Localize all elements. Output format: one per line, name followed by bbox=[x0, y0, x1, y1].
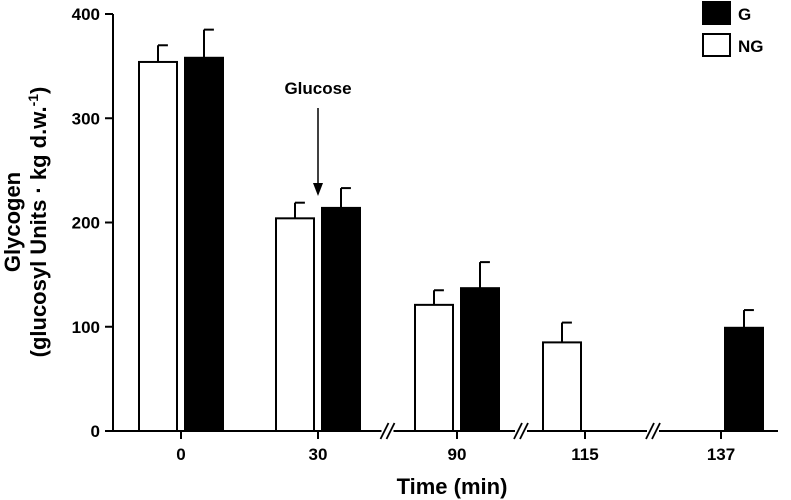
y-tick-label: 200 bbox=[72, 214, 100, 233]
bar-g-90 bbox=[460, 287, 500, 432]
axis-break-mark bbox=[513, 422, 529, 440]
error-bar-ng-90 bbox=[433, 289, 444, 305]
bar-ng-30 bbox=[275, 217, 315, 432]
x-tick-label: 115 bbox=[571, 445, 598, 464]
legend-label: NG bbox=[738, 37, 764, 56]
legend-swatch bbox=[702, 33, 731, 57]
x-tick-label: 0 bbox=[176, 445, 185, 464]
bars-group bbox=[138, 28, 764, 433]
axis-break-mark bbox=[645, 422, 661, 440]
bar-g-137 bbox=[724, 326, 764, 433]
bar-ng-90 bbox=[414, 303, 454, 433]
legend-entry-g: G bbox=[702, 1, 751, 25]
y-axis-title-close: ) bbox=[26, 87, 51, 94]
error-bar-ng-115 bbox=[561, 321, 572, 343]
x-ticks-group: 0 30 90 115 137 bbox=[176, 431, 735, 464]
y-tick-label: 400 bbox=[72, 5, 100, 24]
legend-swatch bbox=[702, 1, 731, 25]
y-tick-label: 100 bbox=[72, 318, 100, 337]
error-bar-g-137 bbox=[743, 309, 754, 328]
y-axis-title-line2: (glucosyl Units · kg d.w.-1) bbox=[25, 87, 51, 358]
error-bar-ng-0 bbox=[157, 44, 168, 62]
y-tick-label: 0 bbox=[91, 422, 100, 441]
y-axis-title-superscript: -1 bbox=[25, 94, 41, 107]
y-tick-label: 300 bbox=[72, 109, 100, 128]
bar-ng-115 bbox=[542, 341, 582, 433]
x-tick-label: 137 bbox=[707, 445, 735, 464]
error-bar-ng-30 bbox=[294, 201, 305, 219]
legend-label: G bbox=[738, 5, 751, 24]
bar-g-30 bbox=[321, 206, 361, 432]
axis-breaks-group bbox=[379, 422, 661, 440]
annotation-group: Glucose bbox=[284, 79, 352, 196]
axis-break-mark bbox=[379, 422, 396, 440]
x-axis-title: Time (min) bbox=[397, 474, 508, 499]
legend-entry-ng: NG bbox=[702, 33, 764, 57]
legend: G NG bbox=[702, 1, 764, 57]
error-bar-g-0 bbox=[203, 28, 214, 58]
error-bar-g-90 bbox=[479, 261, 490, 289]
y-axis-title-main: (glucosyl Units · kg d.w. bbox=[26, 106, 51, 357]
bar-g-0 bbox=[184, 56, 224, 432]
x-tick-label: 90 bbox=[448, 445, 467, 464]
x-tick-label: 30 bbox=[309, 445, 328, 464]
error-bar-g-30 bbox=[340, 187, 351, 208]
bar-ng-0 bbox=[138, 60, 178, 433]
glucose-annotation-arrow-head bbox=[313, 183, 323, 196]
y-axis-title-line1: Glycogen bbox=[0, 172, 25, 272]
y-ticks-group: 0 100 200 300 400 bbox=[72, 5, 113, 441]
glucose-annotation-label: Glucose bbox=[284, 79, 351, 98]
